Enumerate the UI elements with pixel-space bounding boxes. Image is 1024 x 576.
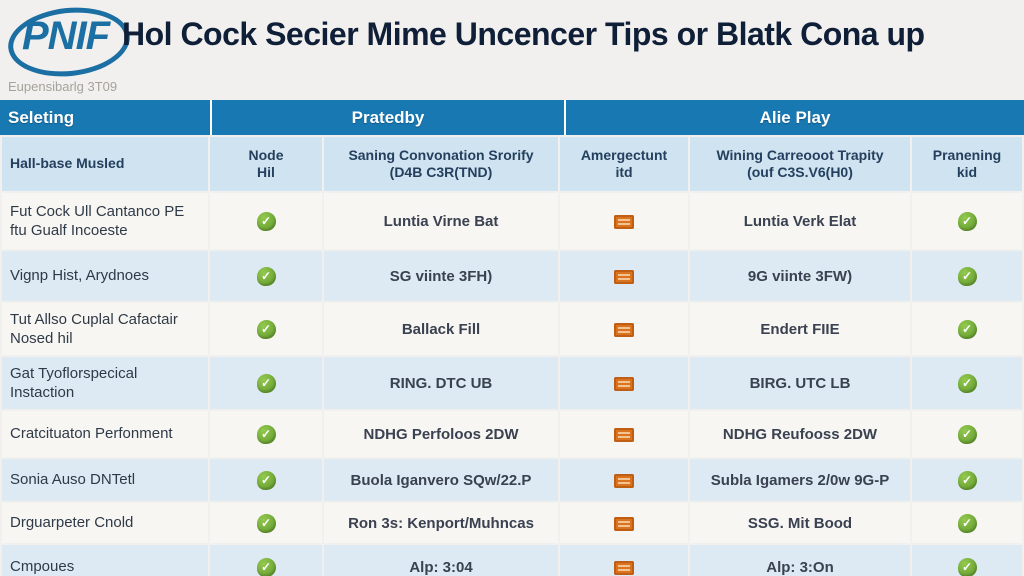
feature-label: Gat Tyoflorspecical Instaction bbox=[2, 357, 208, 409]
check-icon: ✓ bbox=[256, 266, 276, 286]
wining-value: Subla Igamers 2/0w 9G-P bbox=[690, 459, 910, 501]
column-header-saning: Saning Convonation Srorify (D4B C3R(TND) bbox=[324, 137, 558, 191]
wining-value: Alp: 3:On bbox=[690, 545, 910, 576]
section-band: Seleting Pratedby Alie Play bbox=[0, 100, 1024, 135]
logo-text: PNIF bbox=[22, 14, 110, 58]
saning-value: Luntia Virne Bat bbox=[324, 193, 558, 249]
saning-value: NDHG Perfoloos 2DW bbox=[324, 411, 558, 457]
check-icon: ✓ bbox=[957, 266, 977, 286]
page-title: Hol Cock Secier Mime Uncencer Tips or Bl… bbox=[122, 16, 925, 52]
table-row: Cmpoues ✓ Alp: 3:04 Alp: 3:On ✓ bbox=[2, 545, 1022, 576]
band-segment-seleting: Seleting bbox=[0, 100, 210, 135]
check-icon: ✓ bbox=[957, 424, 977, 444]
check-icon: ✓ bbox=[957, 470, 977, 490]
feature-label: Tut Allso Cuplal Cafactair Nosed hil bbox=[2, 303, 208, 355]
table-row: Drguarpeter Cnold ✓ Ron 3s: Kenport/Muhn… bbox=[2, 503, 1022, 543]
table-row: Tut Allso Cuplal Cafactair Nosed hil ✓ B… bbox=[2, 303, 1022, 355]
saning-value: Alp: 3:04 bbox=[324, 545, 558, 576]
saning-value: SG viinte 3FH) bbox=[324, 251, 558, 301]
wining-value: Luntia Verk Elat bbox=[690, 193, 910, 249]
table-row: Fut Cock Ull Cantanco PE ftu Gualf Incoe… bbox=[2, 193, 1022, 249]
feature-label: Fut Cock Ull Cantanco PE ftu Gualf Incoe… bbox=[2, 193, 208, 249]
column-header-amergectunt: Amergectunt itd bbox=[560, 137, 688, 191]
orange-flag-icon bbox=[614, 516, 634, 531]
table-row: Vignp Hist, Arydnoes ✓ SG viinte 3FH) 9G… bbox=[2, 251, 1022, 301]
saning-value: RING. DTC UB bbox=[324, 357, 558, 409]
saning-value: Buola Iganvero SQw/22.P bbox=[324, 459, 558, 501]
wining-value: Endert FIIE bbox=[690, 303, 910, 355]
check-icon: ✓ bbox=[957, 557, 977, 576]
band-segment-pratedby: Pratedby bbox=[212, 100, 564, 135]
check-icon: ✓ bbox=[256, 513, 276, 533]
check-icon: ✓ bbox=[957, 373, 977, 393]
orange-flag-icon bbox=[614, 473, 634, 488]
check-icon: ✓ bbox=[957, 319, 977, 339]
column-header-node: Node Hil bbox=[210, 137, 322, 191]
orange-flag-icon bbox=[614, 322, 634, 337]
wining-value: NDHG Reufooss 2DW bbox=[690, 411, 910, 457]
check-icon: ✓ bbox=[256, 470, 276, 490]
saning-value: Ron 3s: Kenport/Muhncas bbox=[324, 503, 558, 543]
orange-flag-icon bbox=[614, 376, 634, 391]
saning-value: Ballack Fill bbox=[324, 303, 558, 355]
wining-value: 9G viinte 3FW) bbox=[690, 251, 910, 301]
feature-label: Drguarpeter Cnold bbox=[2, 503, 208, 543]
table-header-row: Hall-base Musled Node Hil Saning Convona… bbox=[2, 137, 1022, 191]
band-segment-alie-play: Alie Play bbox=[566, 100, 1024, 135]
check-icon: ✓ bbox=[256, 557, 276, 576]
column-header-pranening: Pranening kid bbox=[912, 137, 1022, 191]
check-icon: ✓ bbox=[256, 319, 276, 339]
check-icon: ✓ bbox=[256, 211, 276, 231]
check-icon: ✓ bbox=[957, 513, 977, 533]
column-header-wining: Wining Carreooot Trapity (ouf C3S.V6(H0) bbox=[690, 137, 910, 191]
comparison-table: Hall-base Musled Node Hil Saning Convona… bbox=[0, 135, 1024, 576]
column-header-feature: Hall-base Musled bbox=[2, 137, 208, 191]
page-subtitle: Eupensibarlg 3T09 bbox=[8, 79, 118, 94]
orange-flag-icon bbox=[614, 427, 634, 442]
feature-label: Sonia Auso DNTetl bbox=[2, 459, 208, 501]
feature-label: Cmpoues bbox=[2, 545, 208, 576]
logo: PNIF bbox=[4, 1, 134, 83]
orange-flag-icon bbox=[614, 269, 634, 284]
wining-value: BIRG. UTC LB bbox=[690, 357, 910, 409]
page-header: PNIF Hol Cock Secier Mime Uncencer Tips … bbox=[0, 0, 1024, 100]
feature-label: Cratcituaton Perfonment bbox=[2, 411, 208, 457]
table-row: Sonia Auso DNTetl ✓ Buola Iganvero SQw/2… bbox=[2, 459, 1022, 501]
check-icon: ✓ bbox=[957, 211, 977, 231]
wining-value: SSG. Mit Bood bbox=[690, 503, 910, 543]
table-row: Gat Tyoflorspecical Instaction ✓ RING. D… bbox=[2, 357, 1022, 409]
feature-label: Vignp Hist, Arydnoes bbox=[2, 251, 208, 301]
check-icon: ✓ bbox=[256, 424, 276, 444]
check-icon: ✓ bbox=[256, 373, 276, 393]
orange-flag-icon bbox=[614, 560, 634, 575]
table-row: Cratcituaton Perfonment ✓ NDHG Perfoloos… bbox=[2, 411, 1022, 457]
orange-flag-icon bbox=[614, 214, 634, 229]
